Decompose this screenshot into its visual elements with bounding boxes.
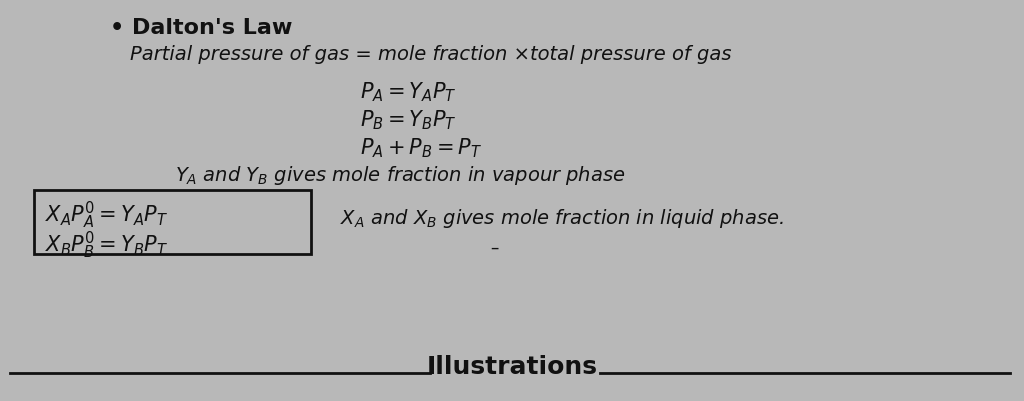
Text: $X_BP_B^0=Y_BP_T$: $X_BP_B^0=Y_BP_T$: [45, 229, 168, 261]
Text: • Dalton's Law: • Dalton's Law: [110, 18, 293, 38]
Text: $X_A$ and $X_B$ gives mole fraction in liquid phase.: $X_A$ and $X_B$ gives mole fraction in l…: [340, 207, 784, 229]
FancyBboxPatch shape: [34, 190, 311, 254]
Text: $Y_A$ and $Y_B$ gives mole fraction in vapour phase: $Y_A$ and $Y_B$ gives mole fraction in v…: [175, 164, 626, 186]
Text: $P_A+P_B=P_T$: $P_A+P_B=P_T$: [360, 136, 482, 159]
Text: –: –: [490, 239, 499, 256]
Text: Partial pressure of gas = mole fraction ×total pressure of gas: Partial pressure of gas = mole fraction …: [130, 45, 731, 64]
Text: Illustrations: Illustrations: [427, 354, 597, 378]
Text: $P_A=Y_AP_T$: $P_A=Y_AP_T$: [360, 80, 457, 103]
Text: $X_AP_A^0=Y_AP_T$: $X_AP_A^0=Y_AP_T$: [45, 200, 168, 231]
Text: $P_B=Y_BP_T$: $P_B=Y_BP_T$: [360, 108, 457, 131]
